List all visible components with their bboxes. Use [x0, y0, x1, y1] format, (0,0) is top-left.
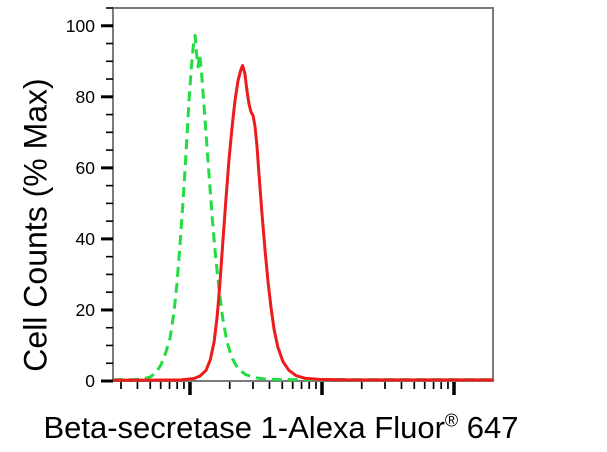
registered-trademark-symbol: ®: [444, 410, 459, 431]
svg-text:20: 20: [76, 300, 96, 320]
x-axis-ticks: [120, 382, 456, 395]
y-axis-title: Cell Counts (% Max): [17, 78, 54, 372]
x-axis-title-main: Beta-secretase 1-Alexa Fluor: [43, 410, 445, 445]
svg-text:40: 40: [76, 229, 96, 249]
svg-text:80: 80: [76, 87, 96, 107]
plot-frame: [112, 7, 494, 382]
curves: [113, 33, 493, 382]
y-axis-ticks: [101, 7, 113, 383]
svg-text:60: 60: [76, 158, 96, 178]
y-axis-tick-labels: 0 20 40 60 80 100: [66, 16, 95, 391]
svg-text:100: 100: [66, 16, 95, 36]
series-green-dashed-histogram: [113, 33, 493, 382]
x-axis-title-tail: 647: [458, 410, 519, 445]
svg-text:0: 0: [85, 371, 95, 391]
x-axis-title: Beta-secretase 1-Alexa Fluor® 647: [43, 410, 518, 446]
series-red-solid-histogram: [113, 64, 493, 382]
